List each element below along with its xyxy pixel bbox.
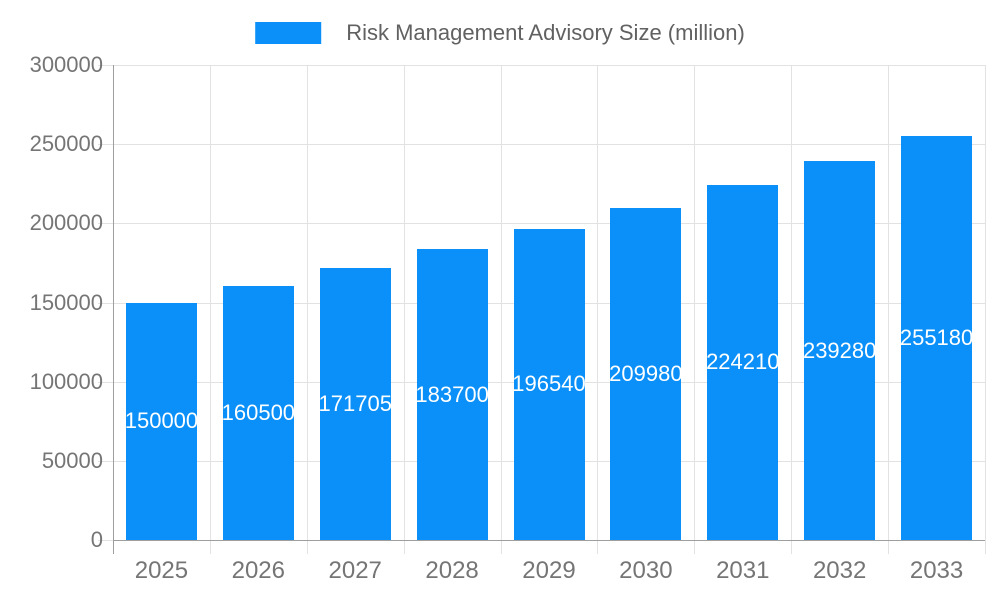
y-tick-label: 300000 [29,52,103,77]
x-axis-line [113,540,985,541]
x-tick [209,540,211,554]
y-tick [98,381,113,383]
x-tick [791,540,793,554]
y-tick [98,144,113,146]
x-tick [694,540,696,554]
y-gridline [113,65,985,66]
y-tick-label: 100000 [29,368,103,394]
x-tick-label: 2033 [909,557,964,584]
x-tick [888,540,890,554]
bar[interactable]: 224210 [707,185,779,540]
legend-label: Risk Management Advisory Size (million) [346,20,745,45]
y-tick-label: 150000 [29,289,103,315]
y-gridline [113,144,985,146]
y-tick-label: 0 [90,527,103,552]
bar-value-label: 255180 [901,324,973,350]
x-tick-label: 2029 [522,557,576,584]
bar-value-label: 239280 [804,337,876,363]
x-tick [597,540,599,554]
x-gridline [209,65,211,540]
bar[interactable]: 183700 [416,249,488,540]
x-gridline [694,65,696,540]
bar[interactable]: 160500 [222,285,294,540]
bar-value-label: 150000 [125,408,197,434]
bar[interactable]: 196540 [513,228,585,540]
y-tick [98,302,113,304]
bar-value-label: 209980 [610,360,682,386]
x-tick-label: 2031 [716,557,770,584]
x-gridline [597,65,599,540]
y-tick-label: 50000 [41,447,103,473]
x-tick-label: 2025 [134,557,189,584]
bar-value-label: 196540 [513,371,585,397]
bar-value-label: 160500 [222,399,294,425]
x-gridline [888,65,890,540]
y-tick [98,540,113,541]
x-tick [403,540,405,554]
legend[interactable]: Risk Management Advisory Size (million) [255,20,745,46]
y-tick [98,223,113,225]
bar[interactable]: 150000 [125,302,197,540]
bar[interactable]: 255180 [901,135,973,540]
x-tick-label: 2028 [425,557,479,584]
bar[interactable]: 171705 [319,268,391,540]
x-tick-label: 2032 [812,557,867,584]
bar[interactable]: 209980 [610,207,682,540]
bar-value-label: 224210 [707,349,779,375]
x-tick [306,540,308,554]
bar-value-label: 183700 [416,381,488,407]
y-tick-label: 250000 [29,131,103,157]
legend-swatch-icon [255,22,322,44]
x-gridline [306,65,308,540]
y-axis-line [113,65,114,554]
bar-value-label: 171705 [319,391,391,417]
x-gridline [500,65,502,540]
y-tick [98,460,113,462]
x-tick-label: 2030 [619,557,673,584]
y-tick [98,65,113,66]
y-tick-label: 200000 [29,210,103,236]
x-tick [985,540,986,554]
x-gridline [985,65,986,540]
x-gridline [403,65,405,540]
y-gridline [113,223,985,225]
x-tick-label: 2027 [328,557,382,584]
x-tick [500,540,502,554]
x-gridline [791,65,793,540]
x-tick-label: 2026 [231,557,285,584]
bar[interactable]: 239280 [804,161,876,540]
